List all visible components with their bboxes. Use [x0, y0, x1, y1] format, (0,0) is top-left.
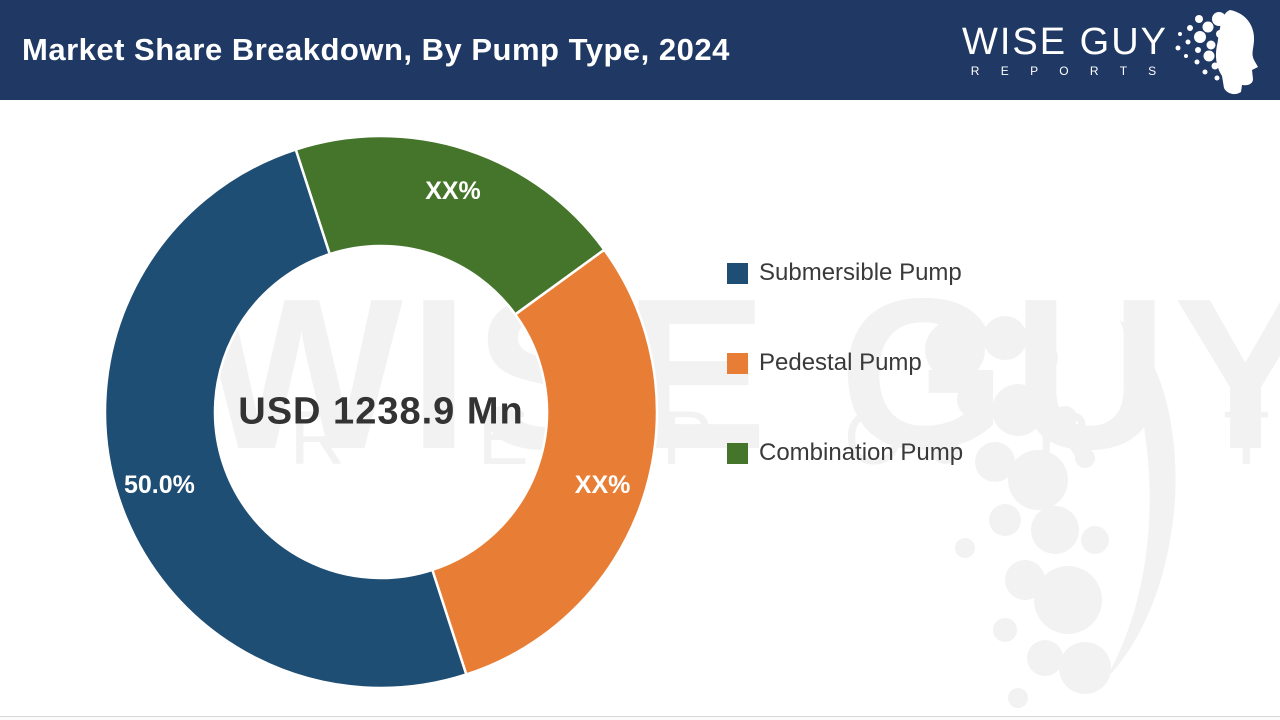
bottom-strip: [0, 717, 1280, 720]
logo-text: WISE GUY R E P O R T S: [962, 23, 1168, 78]
legend-item-combination-pump: Combination Pump: [727, 439, 964, 466]
wiseguy-logo: WISE GUY R E P O R T S: [962, 4, 1262, 96]
legend-swatch: [727, 352, 748, 374]
donut-segment-submersible-pump: [103, 148, 468, 690]
segment-label-pedestal-pump: XX%: [575, 471, 631, 499]
legend-item-submersible-pump: Submersible Pump: [727, 259, 963, 286]
logo-wordmark: WISE GUY: [961, 20, 1168, 63]
watermark-face-icon: [925, 316, 1176, 708]
donut-chart: XX% XX% 50.0%: [103, 134, 659, 690]
legend-swatch: [727, 262, 748, 284]
legend-label: Combination Pump: [759, 439, 964, 466]
header: Market Share Breakdown, By Pump Type, 20…: [0, 0, 1280, 100]
legend: Submersible Pump Pedestal Pump Combination…: [727, 259, 964, 466]
donut-segment-combination-pump: [294, 134, 606, 316]
segment-label-submersible-pump: 50.0%: [124, 471, 195, 499]
legend-label: Submersible Pump: [759, 259, 962, 286]
legend-swatch: [727, 442, 748, 464]
page-title: Market Share Breakdown, By Pump Type, 20…: [22, 32, 730, 67]
logo-face-icon: [1175, 10, 1258, 95]
center-value: USD 1238.9 Mn: [238, 390, 524, 433]
segment-label-combination-pump: XX%: [425, 177, 481, 205]
watermark-reports-text: R E P O R T S: [290, 396, 1280, 481]
chart-area: WISE GUY R E P O R T S XX%XX%50.0% USD 1…: [0, 100, 1280, 717]
bottom-divider: [0, 716, 1280, 717]
logo-subtitle: R E P O R T S: [970, 63, 1166, 78]
legend-label: Pedestal Pump: [759, 349, 922, 376]
legend-item-pedestal-pump: Pedestal Pump: [727, 349, 963, 376]
donut-segment-pedestal-pump: [431, 248, 659, 676]
